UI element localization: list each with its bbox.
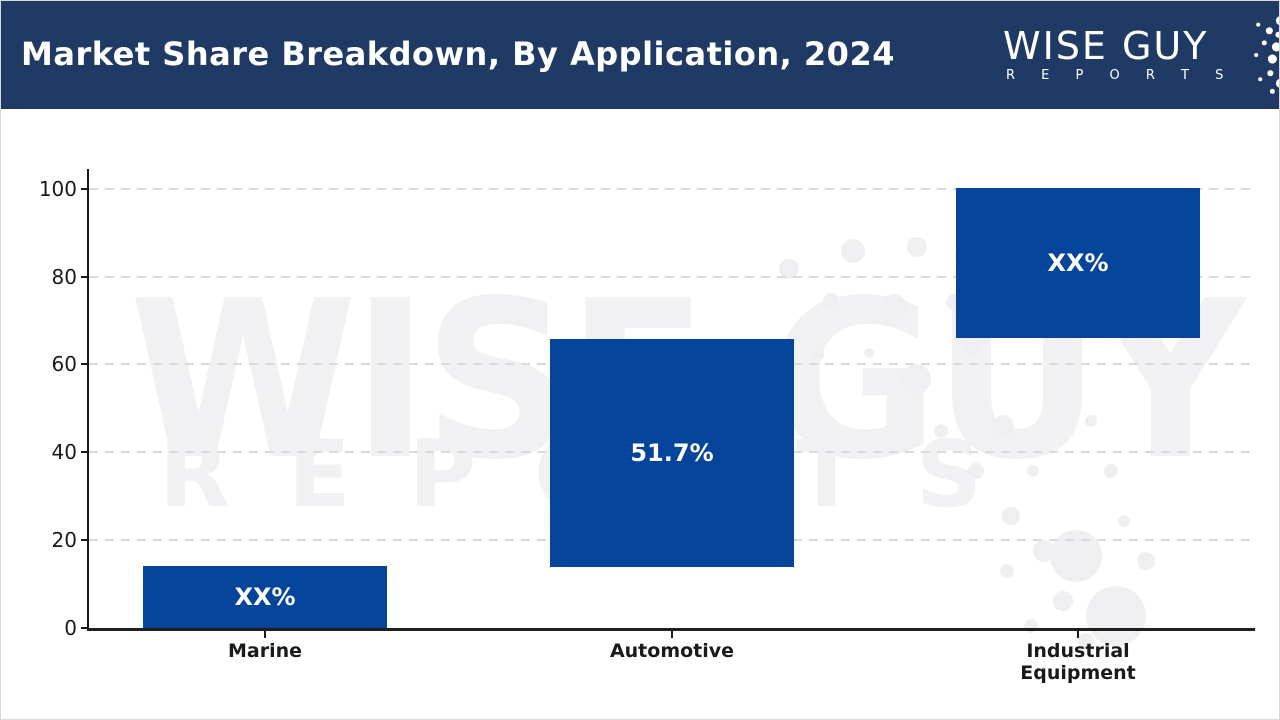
y-axis-label-20: 20	[51, 528, 77, 552]
y-tick-60	[81, 363, 88, 365]
logo-reports-text: R E P O R T S	[1006, 67, 1235, 83]
x-axis-label-industrial-equipment: Industrial Equipment	[1020, 640, 1136, 684]
y-axis-label-100: 100	[38, 177, 77, 201]
bar-label-industrial-equipment: XX%	[1047, 249, 1109, 277]
y-axis-spine	[87, 169, 89, 630]
bar-marine: XX%	[143, 566, 387, 628]
y-tick-20	[81, 539, 88, 541]
gridline-100	[89, 188, 1255, 190]
bar-automotive: 51.7%	[550, 339, 794, 567]
bar-label-automotive: 51.7%	[630, 439, 714, 467]
x-axis-label-automotive: Automotive	[609, 640, 735, 662]
bar-industrial-equipment: XX%	[956, 188, 1200, 338]
x-axis-spine	[87, 628, 1255, 631]
y-axis-label-40: 40	[51, 440, 77, 464]
x-tick-marine	[264, 631, 266, 638]
bar-label-marine: XX%	[234, 583, 296, 611]
page-title: Market Share Breakdown, By Application, …	[21, 35, 895, 73]
logo-face-icon	[1254, 16, 1279, 94]
y-axis-label-60: 60	[51, 352, 77, 376]
y-axis-label-0: 0	[64, 616, 77, 640]
logo-text: WISE GUY R E P O R T S	[1003, 24, 1235, 83]
x-tick-automotive	[671, 631, 673, 638]
x-axis-label-marine: Marine	[227, 640, 303, 662]
logo-wiseguy-text: WISE GUY	[1003, 24, 1209, 69]
y-tick-100	[81, 188, 88, 190]
gridline-80	[89, 276, 1255, 278]
x-tick-industrial-equipment	[1077, 631, 1079, 638]
header-bar: Market Share Breakdown, By Application, …	[1, 1, 1279, 109]
y-axis-label-80: 80	[51, 265, 77, 289]
y-tick-40	[81, 451, 88, 453]
y-tick-0	[81, 627, 88, 629]
y-tick-80	[81, 276, 88, 278]
wise-guy-reports-logo: WISE GUY R E P O R T S	[1003, 7, 1279, 103]
